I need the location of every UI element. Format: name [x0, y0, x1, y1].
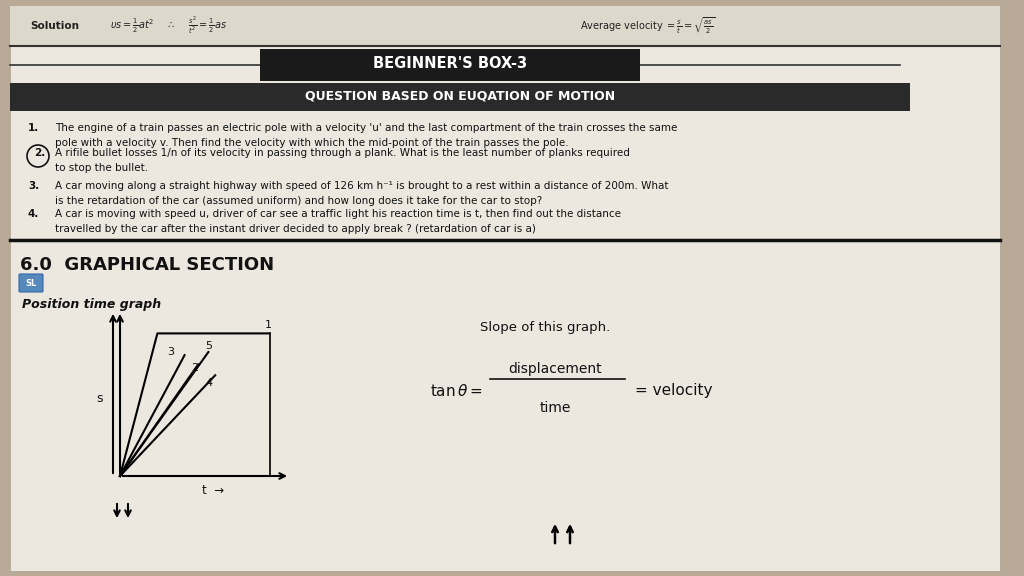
Text: Average velocity $= \frac{s}{t} = \sqrt{\frac{as}{2}}$: Average velocity $= \frac{s}{t} = \sqrt{… — [580, 16, 716, 36]
Bar — [260, 49, 640, 81]
Text: 1.: 1. — [28, 123, 39, 133]
Bar — [10, 83, 910, 111]
Text: to stop the bullet.: to stop the bullet. — [55, 163, 148, 173]
Text: A car is moving with speed u, driver of car see a traffic light his reaction tim: A car is moving with speed u, driver of … — [55, 209, 621, 219]
Text: pole with a velocity v. Then find the velocity with which the mid-point of the t: pole with a velocity v. Then find the ve… — [55, 138, 568, 148]
Text: 3: 3 — [168, 347, 175, 357]
Text: 4.: 4. — [28, 209, 39, 219]
Text: Position time graph: Position time graph — [22, 298, 161, 311]
Text: time: time — [540, 401, 570, 415]
Text: $\tan\theta =$: $\tan\theta =$ — [430, 383, 483, 399]
Text: 4: 4 — [205, 378, 212, 388]
Text: t  →: t → — [203, 484, 224, 497]
Text: SL: SL — [26, 279, 37, 287]
Text: s: s — [96, 392, 103, 405]
Text: 1: 1 — [264, 320, 271, 331]
Text: 2: 2 — [191, 363, 199, 373]
Text: Slope of this graph.: Slope of this graph. — [480, 321, 610, 334]
Text: A car moving along a straight highway with speed of 126 km h⁻¹ is brought to a r: A car moving along a straight highway wi… — [55, 181, 669, 191]
Bar — [10, 6, 1000, 46]
Text: = velocity: = velocity — [635, 384, 713, 399]
Text: Solution: Solution — [30, 21, 79, 31]
Text: 5: 5 — [205, 341, 212, 351]
Text: 6.0  GRAPHICAL SECTION: 6.0 GRAPHICAL SECTION — [20, 256, 274, 274]
Text: $\upsilon s = \frac{1}{2}at^2$    $\therefore$    $\frac{s^2}{t^2} = \frac{1}{2}: $\upsilon s = \frac{1}{2}at^2$ $\therefo… — [110, 16, 227, 36]
Text: travelled by the car after the instant driver decided to apply break ? (retardat: travelled by the car after the instant d… — [55, 224, 536, 234]
Text: is the retardation of the car (assumed uniform) and how long does it take for th: is the retardation of the car (assumed u… — [55, 196, 543, 206]
Text: 3.: 3. — [28, 181, 39, 191]
Text: The engine of a train passes an electric pole with a velocity 'u' and the last c: The engine of a train passes an electric… — [55, 123, 677, 133]
Text: 2.: 2. — [34, 148, 45, 158]
Text: A rifile bullet losses 1/n of its velocity in passing through a plank. What is t: A rifile bullet losses 1/n of its veloci… — [55, 148, 630, 158]
Text: QUESTION BASED ON EUQATION OF MOTION: QUESTION BASED ON EUQATION OF MOTION — [305, 89, 615, 103]
FancyBboxPatch shape — [19, 274, 43, 292]
Text: BEGINNER'S BOX-3: BEGINNER'S BOX-3 — [373, 56, 527, 71]
Text: displacement: displacement — [508, 362, 602, 376]
